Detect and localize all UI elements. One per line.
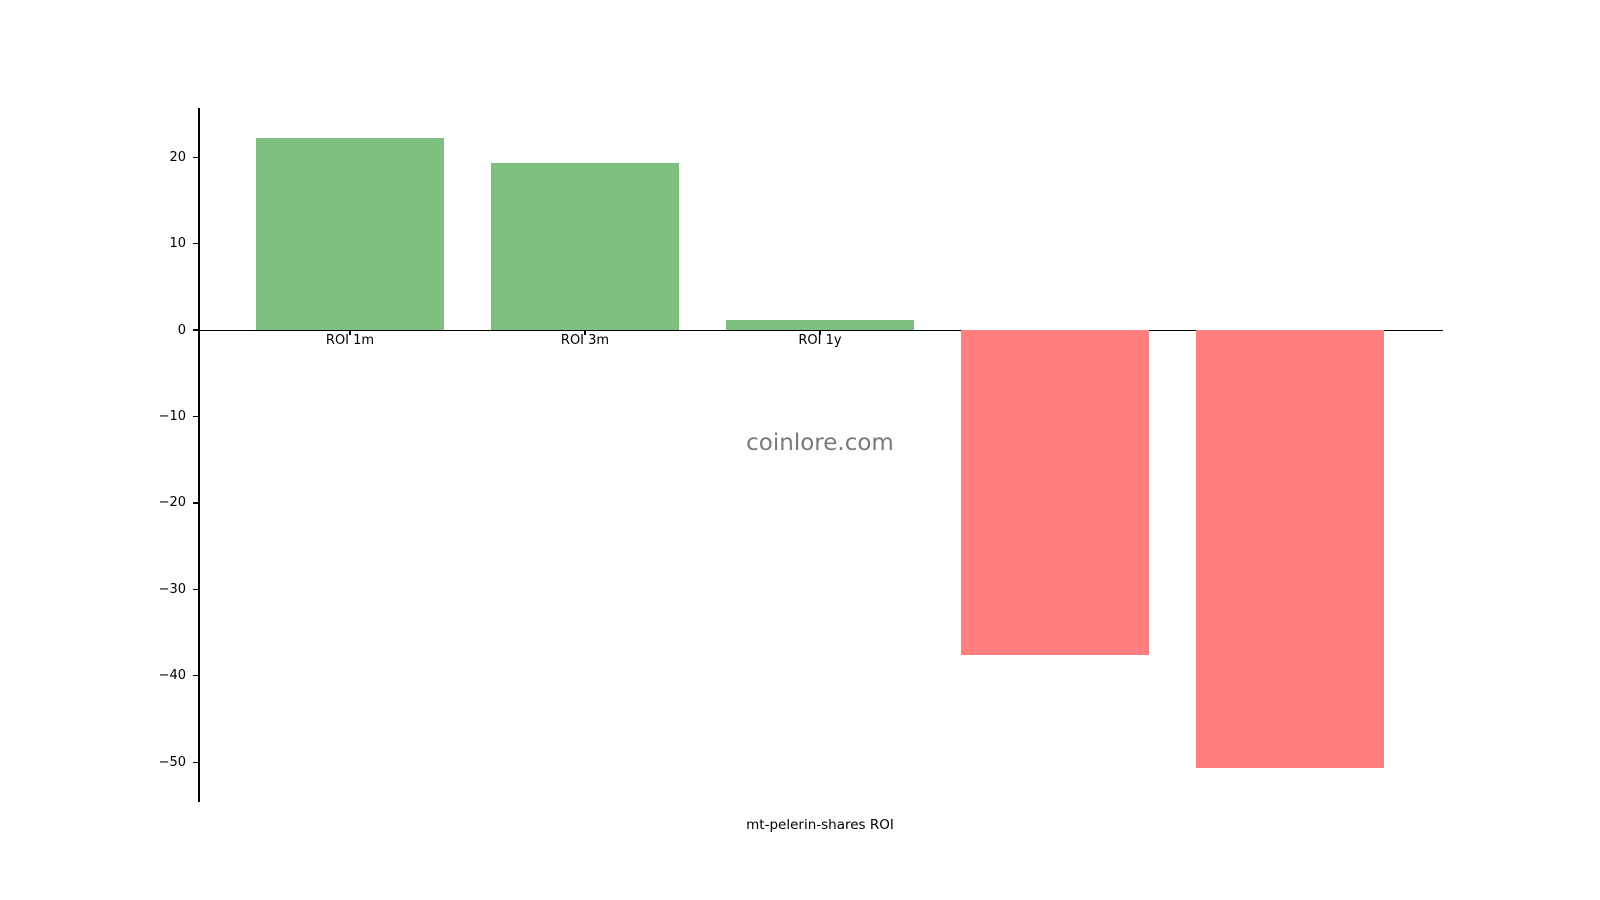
y-tick-mark xyxy=(193,242,198,245)
x-tick-mark xyxy=(584,330,586,335)
y-tick-label: 10 xyxy=(169,236,186,252)
x-tick-mark xyxy=(349,330,351,335)
y-tick-mark xyxy=(193,761,198,763)
y-tick-label: −40 xyxy=(158,668,186,684)
bar-roi-1m xyxy=(256,138,444,330)
chart-title: mt-pelerin-shares ROI xyxy=(746,817,894,833)
y-tick-label: −30 xyxy=(158,581,186,597)
x-tick-label: ROI 1y xyxy=(798,333,842,348)
y-tick-mark xyxy=(193,502,198,504)
y-tick-mark xyxy=(193,675,198,677)
y-axis-spine xyxy=(198,108,200,802)
y-tick-mark xyxy=(193,588,198,590)
y-tick-mark xyxy=(193,156,198,158)
bar-roi-1y xyxy=(726,320,914,330)
y-tick-label: −50 xyxy=(158,754,186,770)
y-tick-mark xyxy=(193,329,198,331)
bar-roi-3m xyxy=(491,163,679,330)
y-tick-label: −10 xyxy=(158,408,186,424)
y-tick-label: 0 xyxy=(177,322,186,338)
y-tick-label: −20 xyxy=(158,495,186,511)
bar-unlabeled-4 xyxy=(961,330,1149,655)
watermark: coinlore.com xyxy=(746,430,894,456)
x-tick-label: ROI 3m xyxy=(560,333,610,348)
x-tick-label: ROI 1m xyxy=(325,333,375,348)
x-tick-mark xyxy=(819,330,821,335)
y-tick-mark xyxy=(193,415,198,418)
bar-unlabeled-5 xyxy=(1196,330,1384,769)
y-tick-label: 20 xyxy=(169,149,186,165)
